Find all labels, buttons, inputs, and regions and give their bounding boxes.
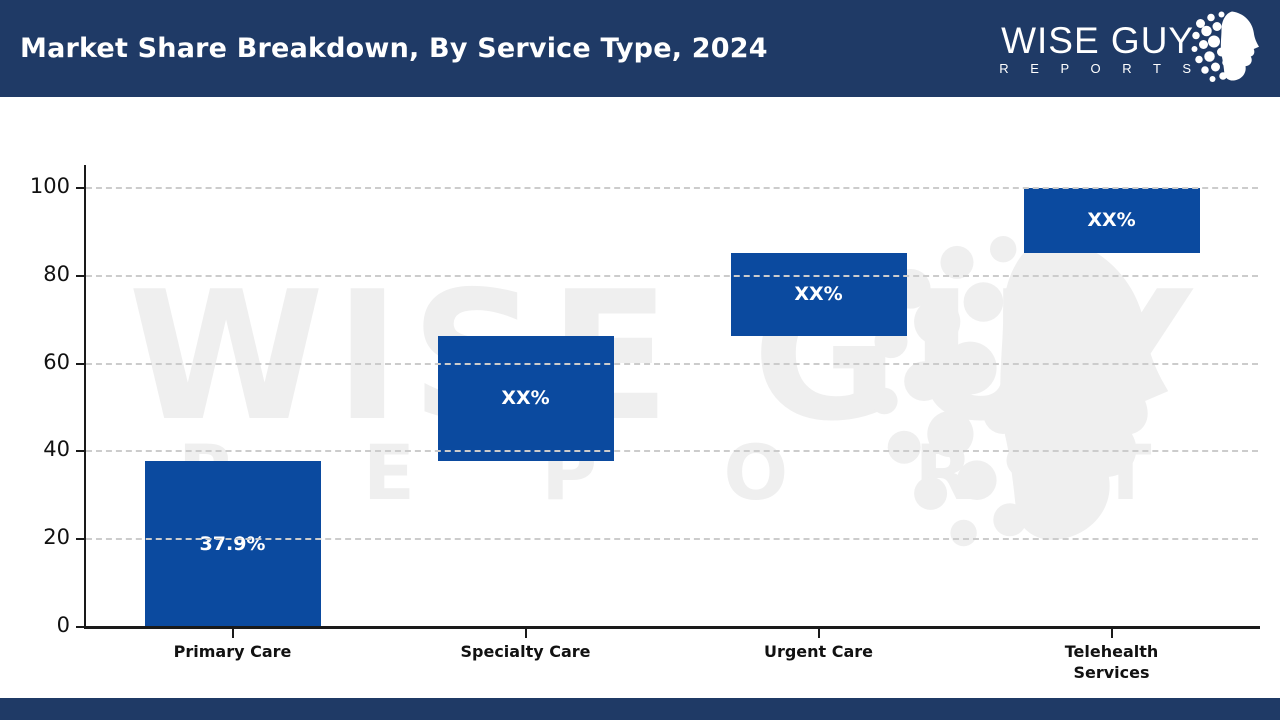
bar-value-label: XX%	[1087, 209, 1136, 232]
x-tick-mark	[231, 629, 234, 638]
y-tick-label: 80	[43, 262, 70, 286]
bar-specialty-care: XX%	[437, 335, 614, 461]
logo-subtitle: R E P O R T S	[999, 61, 1200, 76]
bar-telehealth-services: XX%	[1023, 188, 1200, 253]
y-tick-mark	[76, 450, 84, 452]
bar-value-label: 37.9%	[199, 532, 266, 555]
y-tick-mark	[76, 626, 84, 628]
x-axis-spine	[84, 626, 1260, 629]
y-tick-label: 40	[43, 437, 70, 461]
x-tick-mark	[817, 629, 820, 638]
page-title: Market Share Breakdown, By Service Type,…	[20, 33, 768, 64]
x-category-label: Telehealth Services	[1064, 642, 1159, 682]
bar-urgent-care: XX%	[730, 252, 907, 336]
x-tick-mark	[1110, 629, 1113, 638]
logo-wordmark: WISE GUY	[1001, 20, 1195, 61]
x-category-label: Specialty Care	[460, 642, 591, 661]
gridline	[86, 187, 1258, 189]
watermark-subtitle: R E P O R T S	[178, 428, 1280, 517]
y-axis-spine	[84, 165, 86, 628]
logo-text: WISE GUY R E P O R T S	[995, 20, 1200, 77]
y-tick-label: 20	[43, 525, 70, 549]
footer-bar	[0, 698, 1280, 720]
header-bar: Market Share Breakdown, By Service Type,…	[0, 0, 1280, 97]
y-tick-mark	[76, 363, 84, 365]
gridline	[86, 538, 1258, 540]
watermark-wordmark: WISE GUY	[128, 253, 1202, 460]
y-tick-mark	[76, 275, 84, 277]
x-tick-mark	[524, 629, 527, 638]
x-category-label: Urgent Care	[763, 642, 874, 661]
gridline	[86, 450, 1258, 452]
y-tick-label: 0	[56, 613, 70, 637]
gridline	[86, 275, 1258, 277]
bar-primary-care: 37.9%	[144, 460, 321, 627]
gridline	[86, 363, 1258, 365]
y-tick-mark	[76, 187, 84, 189]
bar-value-label: XX%	[794, 283, 843, 306]
logo-head-icon	[1191, 11, 1259, 82]
y-tick-label: 60	[43, 350, 70, 374]
y-tick-label: 100	[29, 174, 70, 198]
wise-guy-reports-logo: WISE GUY R E P O R T S	[995, 7, 1266, 91]
x-category-label: Primary Care	[173, 642, 292, 661]
bar-value-label: XX%	[501, 387, 550, 410]
y-tick-mark	[76, 538, 84, 540]
